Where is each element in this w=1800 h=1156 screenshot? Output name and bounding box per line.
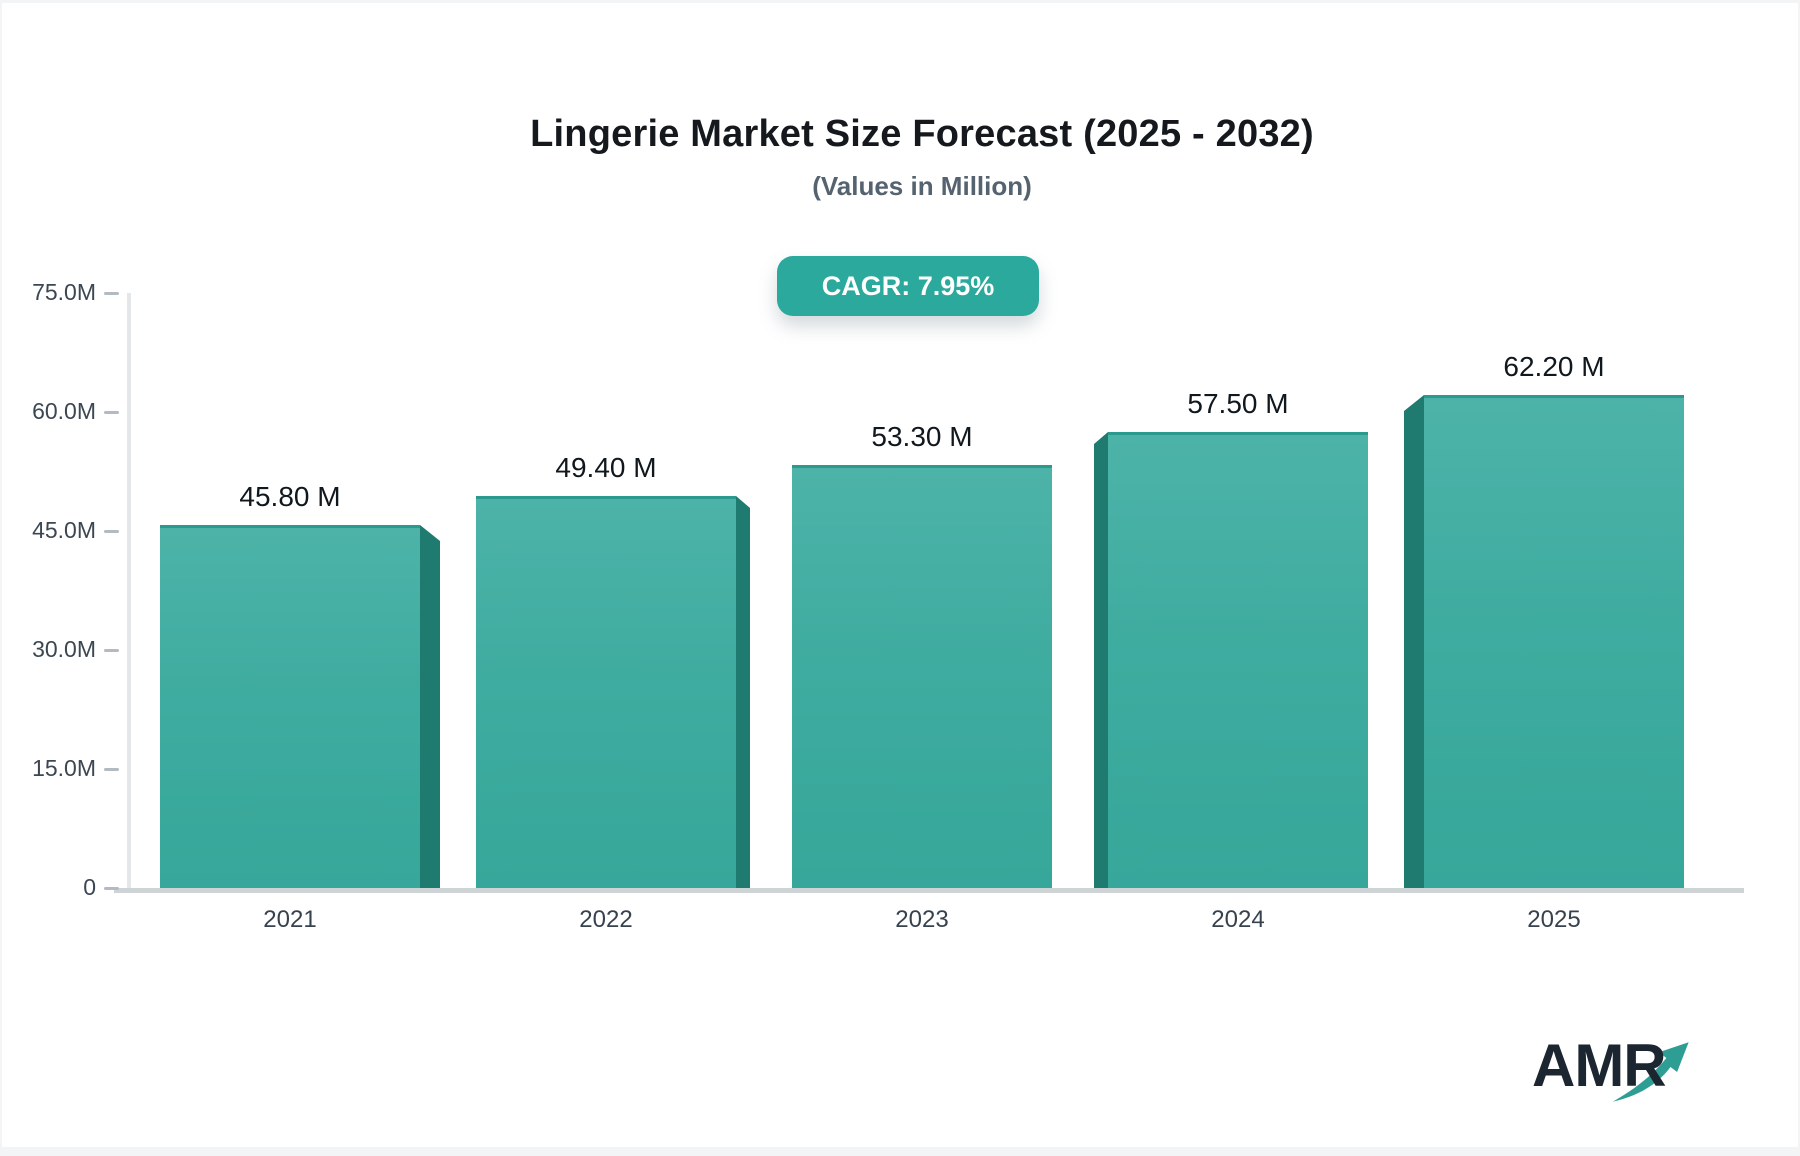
y-tick-mark <box>104 887 119 890</box>
bar-2024 <box>1108 432 1368 888</box>
chart-card: Lingerie Market Size Forecast (2025 - 20… <box>2 3 1798 1147</box>
x-tick-label: 2023 <box>895 906 949 933</box>
chart-title: Lingerie Market Size Forecast (2025 - 20… <box>530 113 1314 155</box>
cagr-badge: CAGR: 7.95% <box>777 256 1039 316</box>
bar-2021-side-panel <box>420 525 440 888</box>
bar-2022 <box>476 496 736 888</box>
amr-logo: AMR <box>1532 1031 1752 1121</box>
bar-value-label: 57.50 M <box>1187 388 1289 419</box>
y-tick-label: 45.0M <box>32 517 96 543</box>
bar-2023 <box>792 465 1052 888</box>
y-tick-label: 0 <box>83 874 96 900</box>
x-tick-label: 2021 <box>263 906 317 933</box>
trend-up-arrow-icon <box>1612 1042 1689 1102</box>
bar-2025-side-panel <box>1404 395 1424 888</box>
bar-2025 <box>1424 395 1684 888</box>
y-tick-label: 15.0M <box>32 755 96 781</box>
bar-value-label: 62.20 M <box>1503 351 1605 382</box>
y-tick-label: 60.0M <box>32 398 96 424</box>
bar-2021 <box>160 525 420 888</box>
y-tick-mark <box>104 292 119 295</box>
x-tick-label: 2025 <box>1527 906 1581 933</box>
y-tick-mark <box>104 649 119 652</box>
x-axis-baseline <box>114 888 1744 893</box>
y-axis-line <box>127 293 131 888</box>
bar-2022-side-panel <box>736 496 750 888</box>
x-tick-label: 2022 <box>579 906 633 933</box>
amr-logo-text: AMR <box>1532 1032 1667 1099</box>
chart-subtitle: (Values in Million) <box>812 171 1032 201</box>
x-tick-label: 2024 <box>1211 906 1265 933</box>
bar-2024-side-panel <box>1094 432 1108 888</box>
bar-value-label: 49.40 M <box>555 452 657 483</box>
y-tick-mark <box>104 530 119 533</box>
y-tick-mark <box>104 411 119 414</box>
bar-value-label: 45.80 M <box>239 481 341 512</box>
bar-value-label: 53.30 M <box>871 421 973 452</box>
y-tick-label: 75.0M <box>32 279 96 305</box>
y-tick-label: 30.0M <box>32 636 96 662</box>
y-tick-mark <box>104 768 119 771</box>
